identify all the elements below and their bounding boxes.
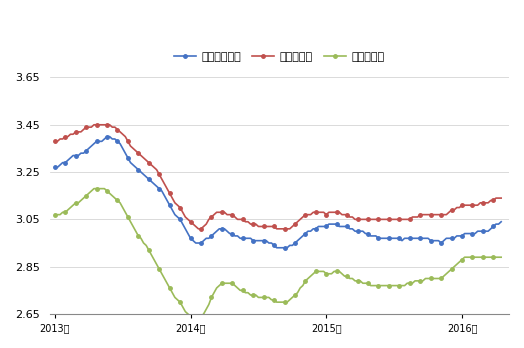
育肥猪配合料 — [274, 246, 280, 250]
育肥猪配合料 — [198, 241, 204, 245]
育肥猪配合料 — [85, 147, 92, 151]
肉鸡配合料 — [195, 227, 202, 231]
Legend: 育肥猪配合料, 肉鸡配合料, 蛋鸡配合料: 育肥猪配合料, 肉鸡配合料, 蛋鸡配合料 — [169, 48, 389, 66]
蛋鸡配合料 — [52, 213, 58, 217]
肉鸡配合料 — [321, 210, 327, 214]
肉鸡配合料 — [185, 217, 191, 221]
肉鸡配合料 — [85, 125, 92, 129]
蛋鸡配合料 — [294, 291, 301, 295]
育肥猪配合料 — [255, 239, 261, 243]
肉鸡配合料 — [258, 224, 264, 229]
肉鸡配合料 — [201, 224, 207, 229]
育肥猪配合料 — [321, 224, 327, 229]
Line: 蛋鸡配合料: 蛋鸡配合料 — [53, 187, 503, 321]
蛋鸡配合料 — [190, 317, 196, 321]
蛋鸡配合料 — [91, 187, 97, 191]
蛋鸡配合料 — [498, 255, 504, 259]
肉鸡配合料 — [91, 123, 97, 127]
育肥猪配合料 — [52, 165, 58, 169]
肉鸡配合料 — [52, 139, 58, 143]
育肥猪配合料 — [104, 135, 110, 139]
蛋鸡配合料 — [201, 312, 207, 316]
蛋鸡配合料 — [321, 269, 327, 274]
蛋鸡配合料 — [258, 295, 264, 300]
肉鸡配合料 — [498, 196, 504, 200]
Line: 育肥猪配合料: 育肥猪配合料 — [53, 135, 503, 250]
育肥猪配合料 — [185, 231, 191, 236]
Line: 肉鸡配合料: 肉鸡配合料 — [53, 123, 503, 231]
蛋鸡配合料 — [85, 191, 92, 196]
肉鸡配合料 — [294, 220, 301, 224]
育肥猪配合料 — [294, 239, 301, 243]
蛋鸡配合料 — [185, 312, 191, 316]
育肥猪配合料 — [498, 220, 504, 224]
